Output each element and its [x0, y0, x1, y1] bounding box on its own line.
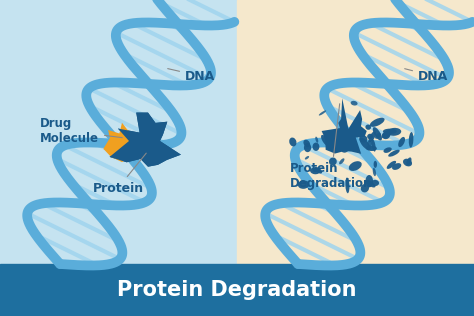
Ellipse shape: [367, 134, 373, 139]
Ellipse shape: [304, 143, 311, 152]
Ellipse shape: [324, 134, 331, 142]
Ellipse shape: [341, 143, 350, 153]
Ellipse shape: [383, 129, 397, 134]
Text: DNA: DNA: [168, 69, 215, 82]
Ellipse shape: [365, 175, 373, 187]
Ellipse shape: [303, 140, 310, 147]
Ellipse shape: [312, 143, 319, 151]
Ellipse shape: [392, 163, 401, 170]
Text: Drug
Molecule: Drug Molecule: [40, 117, 122, 145]
Ellipse shape: [359, 135, 367, 143]
Ellipse shape: [398, 137, 405, 147]
Ellipse shape: [387, 128, 401, 136]
Bar: [237, 0, 474, 264]
Ellipse shape: [375, 133, 381, 139]
Ellipse shape: [382, 130, 392, 138]
Ellipse shape: [365, 180, 375, 187]
Ellipse shape: [346, 178, 349, 193]
Ellipse shape: [370, 118, 384, 127]
Polygon shape: [109, 112, 181, 167]
Ellipse shape: [366, 146, 377, 151]
Ellipse shape: [387, 161, 396, 169]
Ellipse shape: [374, 161, 377, 168]
Text: DNA: DNA: [405, 69, 448, 82]
Polygon shape: [109, 112, 181, 167]
Ellipse shape: [367, 140, 372, 146]
Ellipse shape: [403, 159, 412, 167]
Ellipse shape: [321, 135, 330, 147]
Ellipse shape: [361, 184, 369, 192]
Text: Protein
Degradation: Protein Degradation: [290, 104, 373, 190]
Ellipse shape: [369, 131, 376, 142]
Ellipse shape: [373, 127, 382, 140]
Ellipse shape: [314, 167, 322, 173]
Ellipse shape: [339, 158, 345, 164]
Ellipse shape: [371, 139, 376, 152]
Text: Protein: Protein: [92, 153, 146, 195]
Ellipse shape: [371, 180, 379, 186]
Ellipse shape: [388, 150, 400, 157]
Ellipse shape: [305, 156, 309, 160]
Bar: [0, 264, 474, 316]
Polygon shape: [103, 123, 137, 162]
Text: Protein Degradation: Protein Degradation: [117, 280, 357, 300]
Ellipse shape: [359, 137, 371, 150]
Ellipse shape: [409, 132, 413, 148]
Ellipse shape: [383, 147, 392, 153]
Ellipse shape: [310, 168, 320, 174]
Ellipse shape: [289, 137, 296, 146]
Polygon shape: [322, 98, 367, 154]
Bar: [0, 0, 237, 264]
Ellipse shape: [382, 131, 390, 139]
Ellipse shape: [315, 137, 318, 143]
Ellipse shape: [365, 125, 371, 130]
Ellipse shape: [406, 157, 411, 166]
Ellipse shape: [351, 101, 357, 106]
Ellipse shape: [329, 157, 337, 166]
Ellipse shape: [319, 110, 326, 116]
Ellipse shape: [332, 136, 337, 149]
Ellipse shape: [298, 180, 310, 189]
Ellipse shape: [349, 161, 362, 171]
Ellipse shape: [373, 168, 376, 176]
